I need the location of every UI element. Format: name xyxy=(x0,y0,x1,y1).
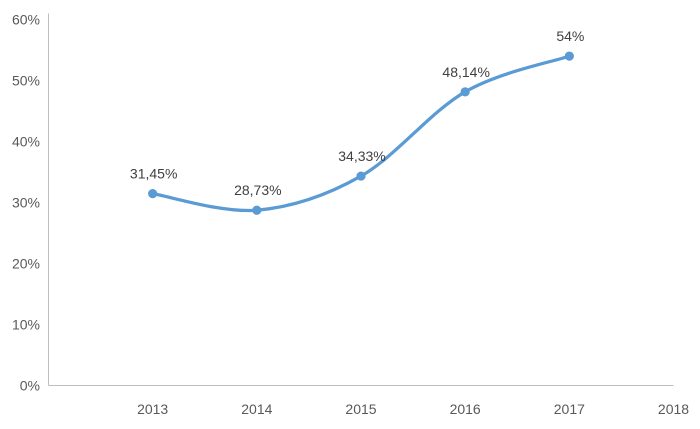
series-line xyxy=(151,54,571,213)
data-point-marker xyxy=(252,205,262,215)
data-point-marker xyxy=(564,51,574,61)
y-tick-label: 20% xyxy=(12,256,40,272)
data-point-marker xyxy=(356,171,366,181)
data-point-label: 34,33% xyxy=(338,148,385,164)
x-tick-label: 2016 xyxy=(450,401,481,417)
x-tick-label: 2013 xyxy=(137,401,168,417)
y-tick-label: 0% xyxy=(20,378,40,394)
y-tick-label: 30% xyxy=(12,195,40,211)
x-tick-label: 2015 xyxy=(345,401,376,417)
x-tick-label: 2014 xyxy=(241,401,272,417)
data-point-label: 28,73% xyxy=(234,182,281,198)
data-point-label: 54% xyxy=(556,28,584,44)
data-point-marker xyxy=(148,189,158,199)
x-tick-label: 2018 xyxy=(658,401,689,417)
y-tick-label: 10% xyxy=(12,317,40,333)
data-point-label: 48,14% xyxy=(442,64,489,80)
x-tick-label: 2017 xyxy=(554,401,585,417)
y-tick-label: 60% xyxy=(12,12,40,28)
data-point-marker xyxy=(460,87,470,97)
y-tick-label: 50% xyxy=(12,73,40,89)
data-point-label: 31,45% xyxy=(130,166,177,182)
y-tick-label: 40% xyxy=(12,134,40,150)
